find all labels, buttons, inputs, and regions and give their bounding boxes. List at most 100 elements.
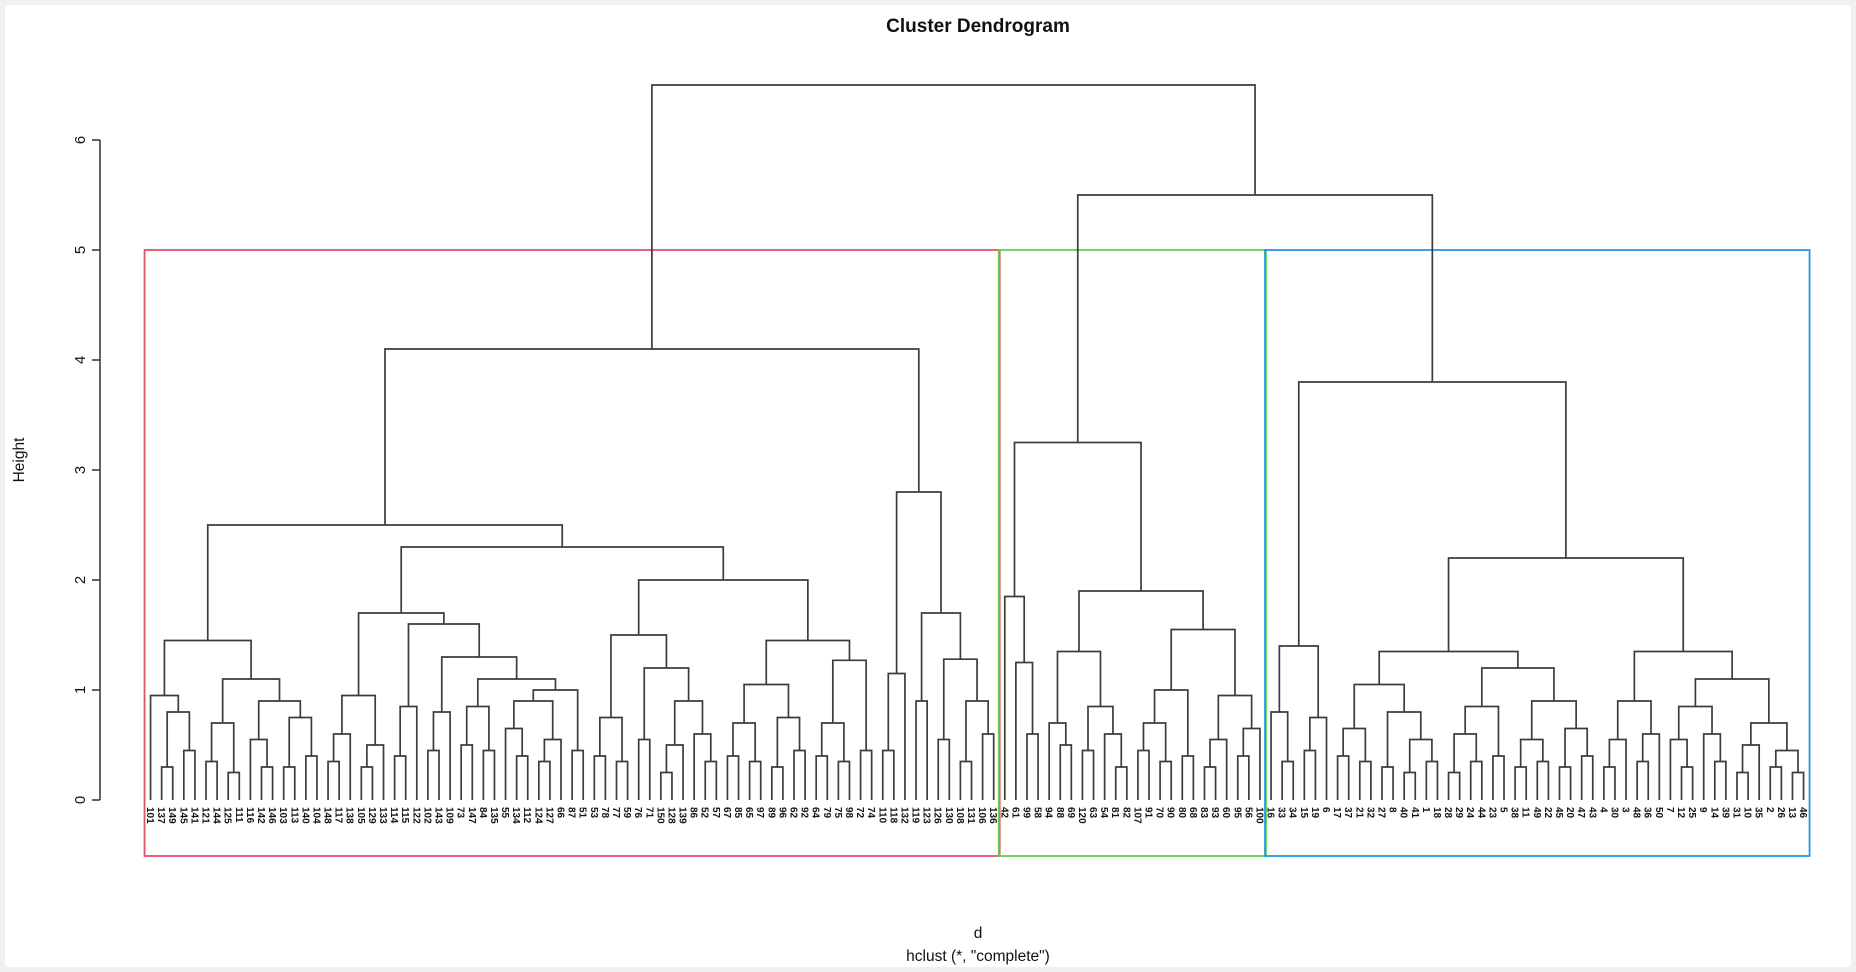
leaf-label: 69 bbox=[1065, 807, 1076, 819]
dendrogram-merge bbox=[651, 84, 1256, 349]
leaf-label: 110 bbox=[876, 807, 887, 824]
dendrogram-merge bbox=[1713, 760, 1727, 800]
dendrogram-merge bbox=[260, 766, 274, 800]
leaf-label: 18 bbox=[1431, 807, 1442, 819]
dendrogram-merge bbox=[837, 760, 851, 800]
dendrogram-merge bbox=[1003, 595, 1026, 800]
leaf-label: 130 bbox=[943, 807, 954, 824]
dendrogram-merge bbox=[765, 639, 851, 685]
dendrogram-merge bbox=[465, 705, 490, 751]
leaf-label: 39 bbox=[1719, 807, 1730, 819]
leaf-label: 138 bbox=[344, 807, 355, 824]
leaf-label: 38 bbox=[1509, 807, 1520, 819]
leaf-label: 15 bbox=[1298, 807, 1309, 819]
y-axis-label: Height bbox=[11, 437, 28, 482]
dendrogram-merge bbox=[1297, 381, 1567, 646]
leaf-label: 33 bbox=[1276, 807, 1287, 819]
dendrogram-merge bbox=[770, 766, 784, 800]
dendrogram-merge bbox=[1209, 738, 1228, 800]
leaf-label: 10 bbox=[1742, 807, 1753, 819]
y-axis-tick-label: 6 bbox=[72, 136, 89, 144]
leaf-label: 116 bbox=[244, 807, 255, 824]
leaf-label: 6 bbox=[1320, 807, 1331, 813]
dendrogram-merge bbox=[895, 491, 942, 674]
dendrogram-merge bbox=[704, 760, 718, 800]
dendrogram-merge bbox=[793, 749, 806, 800]
leaf-label: 137 bbox=[155, 807, 166, 824]
leaf-label: 36 bbox=[1642, 807, 1653, 819]
dendrogram-merge bbox=[163, 639, 252, 696]
leaf-label: 46 bbox=[1797, 807, 1808, 819]
dendrogram-merge bbox=[515, 755, 529, 800]
leaf-label: 83 bbox=[1198, 807, 1209, 819]
leaf-label: 47 bbox=[1575, 807, 1586, 819]
leaf-label: 120 bbox=[1076, 807, 1087, 824]
dendrogram-merge bbox=[615, 760, 629, 800]
dendrogram-merge bbox=[1702, 733, 1722, 800]
dendrogram-merge bbox=[815, 755, 829, 800]
leaf-label: 111 bbox=[233, 807, 244, 823]
leaf-label: 146 bbox=[266, 807, 277, 824]
dendrogram-merge bbox=[887, 672, 906, 800]
leaf-label: 64 bbox=[810, 807, 821, 819]
leaf-label: 57 bbox=[710, 807, 721, 819]
leaf-label: 61 bbox=[1009, 807, 1020, 819]
leaf-label: 54 bbox=[1098, 807, 1109, 819]
cluster-boxes bbox=[143, 249, 1811, 857]
dendrogram-merge bbox=[1353, 683, 1406, 729]
dendrogram-merge bbox=[1464, 705, 1500, 756]
leaf-label: 144 bbox=[211, 807, 222, 824]
dendrogram-merge bbox=[693, 733, 712, 800]
dendrogram-merge bbox=[920, 612, 962, 701]
leaf-label: 14 bbox=[1708, 807, 1719, 819]
dendrogram-merge bbox=[1680, 766, 1694, 800]
leaf-label: 124 bbox=[532, 807, 543, 824]
leaf-label: 123 bbox=[921, 807, 932, 824]
leaf-label: 81 bbox=[1109, 807, 1120, 819]
leaf-label: 48 bbox=[1631, 807, 1642, 819]
dendrogram-merge bbox=[1736, 771, 1749, 800]
leaf-label: 26 bbox=[1775, 807, 1786, 819]
leaf-label: 23 bbox=[1486, 807, 1497, 819]
leaf-label: 41 bbox=[1409, 807, 1420, 819]
dendrogram-merge bbox=[327, 760, 340, 800]
leaf-label: 98 bbox=[843, 807, 854, 819]
leaf-label: 25 bbox=[1686, 807, 1697, 819]
dendrogram-merge bbox=[1750, 722, 1788, 751]
dendrogram-merge bbox=[1403, 771, 1417, 800]
dendrogram-merge bbox=[332, 733, 352, 800]
dendrogram-merge bbox=[776, 716, 801, 767]
leaf-label: 68 bbox=[1187, 807, 1198, 819]
leaf-label: 102 bbox=[421, 807, 432, 824]
dendrogram-merge bbox=[440, 656, 518, 712]
leaf-label: 84 bbox=[477, 807, 488, 819]
leaf-label: 58 bbox=[1032, 807, 1043, 819]
dendrogram-merge bbox=[305, 755, 318, 800]
leaf-label: 78 bbox=[599, 807, 610, 819]
dendrogram-merge bbox=[257, 700, 302, 740]
dendrogram-merge bbox=[1774, 749, 1799, 773]
leaf-label: 34 bbox=[1287, 807, 1298, 819]
dendrogram-merge bbox=[610, 634, 668, 718]
leaf-label: 132 bbox=[898, 807, 909, 824]
leaf-label: 88 bbox=[1054, 807, 1065, 819]
dendrogram-merge bbox=[571, 749, 585, 800]
leaf-label: 30 bbox=[1608, 807, 1619, 819]
leaf-label: 66 bbox=[555, 807, 566, 819]
dendrogram-merge bbox=[1608, 738, 1627, 800]
leaf-label: 52 bbox=[699, 807, 710, 819]
leaf-label: 59 bbox=[621, 807, 632, 819]
leaf-label: 103 bbox=[277, 807, 288, 824]
dendrogram-merge bbox=[1087, 705, 1114, 751]
x-axis-label: d bbox=[974, 925, 983, 942]
dendrogram-merge bbox=[1408, 738, 1433, 773]
dendrogram-merge bbox=[1137, 749, 1150, 800]
dendrogram-merge bbox=[1514, 766, 1528, 800]
dendrogram-merge bbox=[1536, 760, 1550, 800]
leaf-label: 80 bbox=[1176, 807, 1187, 819]
leaf-label: 122 bbox=[410, 807, 421, 824]
dendrogram-merge bbox=[1142, 722, 1167, 762]
leaf-label: 108 bbox=[954, 807, 965, 824]
dendrogram-merge bbox=[1469, 760, 1483, 800]
leaf-label: 126 bbox=[932, 807, 943, 824]
